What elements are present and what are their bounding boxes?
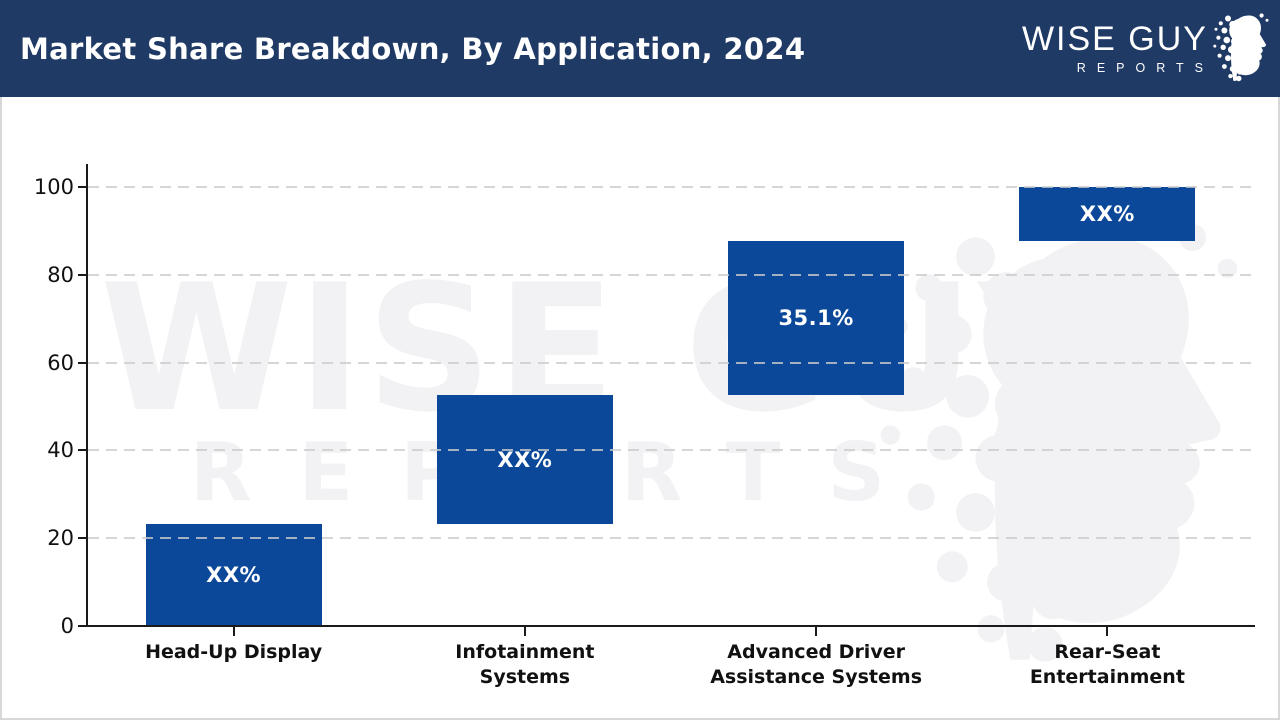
y-tick-mark-100 bbox=[78, 186, 86, 188]
wise-guy-logo: WISE GUY REPORTS bbox=[1022, 5, 1270, 92]
y-tick-label-100: 100 bbox=[33, 175, 74, 199]
y-tick-label-60: 60 bbox=[47, 350, 74, 375]
y-tick-mark-60 bbox=[78, 361, 86, 364]
header-bar: Market Share Breakdown, By Application, … bbox=[0, 0, 1280, 97]
x-axis-label-3: Rear-Seat Entertainment bbox=[1029, 641, 1185, 688]
y-axis-line bbox=[86, 164, 88, 626]
x-tick-mark-1 bbox=[523, 627, 526, 636]
bar-segment-0: XX% bbox=[145, 524, 322, 626]
logo-text: WISE GUY REPORTS bbox=[1022, 22, 1208, 75]
y-tick-label-20: 20 bbox=[47, 526, 74, 551]
y-tick-label-40: 40 bbox=[47, 438, 74, 463]
bar-value-label: XX% bbox=[497, 447, 553, 472]
x-tick-mark-0 bbox=[232, 627, 235, 636]
bar-segment-2: 35.1% bbox=[728, 240, 905, 396]
x-axis-label-1: Infotainment Systems bbox=[455, 641, 595, 688]
bar-segment-3: XX% bbox=[1019, 187, 1196, 241]
y-tick-mark-20 bbox=[78, 537, 86, 540]
x-axis-label-0: Head-Up Display bbox=[145, 641, 323, 663]
y-tick-mark-40 bbox=[78, 449, 86, 452]
logo-face-icon bbox=[1210, 11, 1270, 86]
bar-value-label: 35.1% bbox=[778, 306, 854, 331]
x-axis-label-2: Advanced Driver Assistance Systems bbox=[710, 641, 923, 688]
bar-segment-1: XX% bbox=[436, 395, 613, 525]
logo-wordmark: WISE GUY bbox=[1021, 20, 1208, 58]
bar-value-label: XX% bbox=[206, 563, 262, 588]
y-tick-label-80: 80 bbox=[47, 262, 74, 287]
x-tick-mark-2 bbox=[815, 627, 818, 636]
logo-subtitle: REPORTS bbox=[1076, 61, 1214, 75]
page-title: Market Share Breakdown, By Application, … bbox=[20, 31, 806, 66]
y-tick-label-0: 0 bbox=[60, 614, 74, 638]
bar-value-label: XX% bbox=[1079, 201, 1135, 226]
y-tick-mark-0 bbox=[78, 625, 86, 627]
x-axis-line bbox=[86, 625, 1255, 627]
x-tick-mark-3 bbox=[1106, 627, 1109, 636]
y-tick-mark-80 bbox=[78, 273, 86, 276]
